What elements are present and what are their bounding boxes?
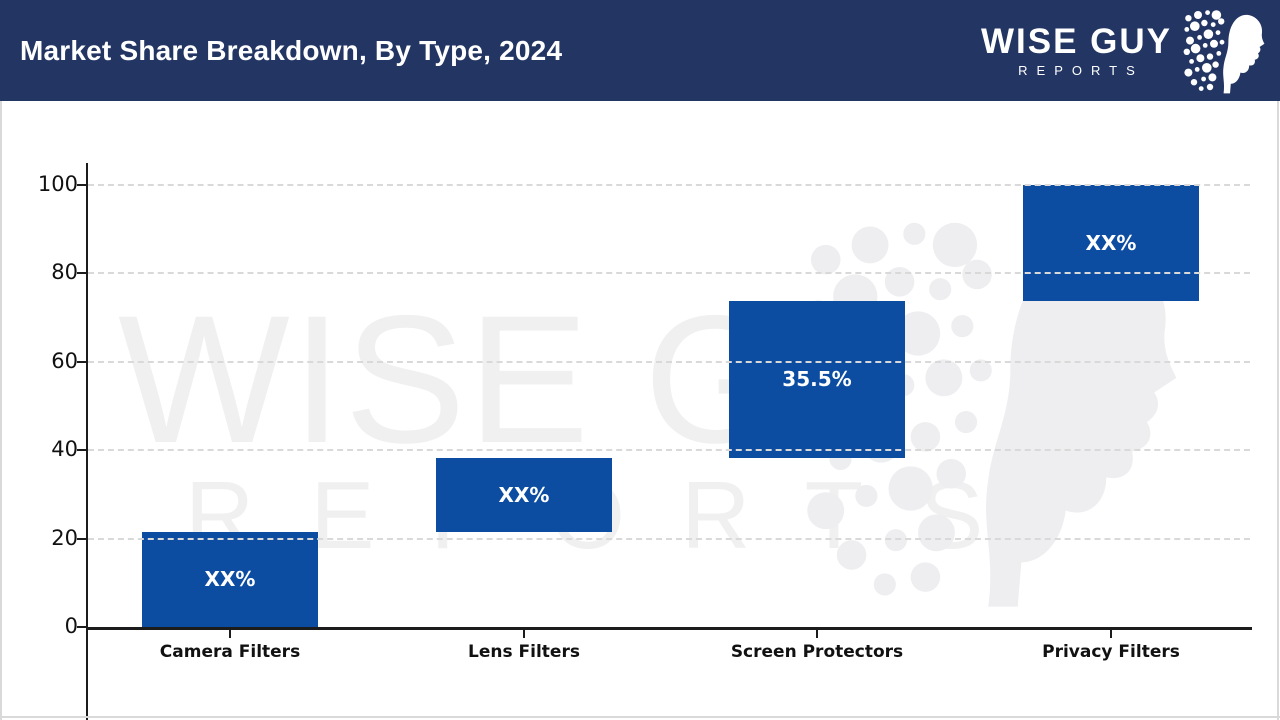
y-tick-label: 0 bbox=[64, 614, 78, 638]
y-tick-label: 100 bbox=[37, 171, 78, 196]
x-tick-mark bbox=[1110, 630, 1112, 638]
brand-face-icon bbox=[1183, 9, 1265, 93]
chart-plot-area: 0 20 40 60 80 100 XX% XX% 35.5% XX% Camera Filters… bbox=[0, 101, 1280, 720]
bar-screen-protectors bbox=[729, 300, 905, 458]
bar-value-label: XX% bbox=[498, 482, 550, 507]
bar-camera-filters bbox=[142, 531, 318, 627]
brand-logo: WISE GUY REPORTS bbox=[981, 7, 1266, 95]
page-border-left bbox=[0, 101, 2, 720]
y-tick-mark bbox=[77, 360, 86, 363]
gridline-100 bbox=[88, 183, 1250, 186]
y-tick-mark bbox=[77, 272, 86, 274]
page-border-bottom bbox=[0, 716, 1280, 718]
y-tick-label: 20 bbox=[51, 525, 78, 550]
bar-privacy-filters bbox=[1023, 184, 1199, 301]
y-tick-label: 80 bbox=[51, 260, 78, 284]
y-tick-label: 60 bbox=[51, 348, 78, 373]
x-category-label-screen-protectors: Screen Protectors bbox=[730, 642, 904, 662]
y-tick-mark bbox=[77, 626, 86, 628]
brand-subname: REPORTS bbox=[1018, 62, 1144, 78]
x-category-label-camera-filters: Camera Filters bbox=[159, 642, 301, 662]
gridline-60 bbox=[88, 360, 1250, 363]
y-tick-mark bbox=[77, 183, 86, 186]
y-tick-mark bbox=[77, 449, 86, 451]
brand-name: WISE GUY bbox=[980, 21, 1172, 61]
page-border-right bbox=[1277, 101, 1279, 720]
x-tick-mark bbox=[523, 630, 525, 638]
bar-lens-filters bbox=[436, 457, 612, 532]
page-title: Market Share Breakdown, By Type, 2024 bbox=[20, 34, 563, 66]
x-category-label-privacy-filters: Privacy Filters bbox=[1042, 642, 1180, 662]
bar-value-label: 35.5% bbox=[782, 367, 852, 392]
gridline-80 bbox=[88, 272, 1250, 274]
gridline-40 bbox=[88, 449, 1250, 451]
x-tick-mark bbox=[816, 630, 818, 638]
bar-value-label: XX% bbox=[204, 567, 256, 592]
x-tick-mark bbox=[229, 630, 231, 638]
x-category-label-lens-filters: Lens Filters bbox=[468, 642, 580, 662]
brand-logo-text: WISE GUY REPORTS bbox=[981, 24, 1172, 78]
y-tick-mark bbox=[77, 537, 86, 540]
y-axis-spine bbox=[86, 163, 88, 720]
gridline-20 bbox=[88, 537, 1250, 540]
x-axis-spine bbox=[86, 627, 1252, 630]
header-bar: Market Share Breakdown, By Type, 2024 WI… bbox=[0, 0, 1280, 101]
y-tick-label: 40 bbox=[51, 437, 78, 461]
bar-value-label: XX% bbox=[1085, 230, 1137, 255]
